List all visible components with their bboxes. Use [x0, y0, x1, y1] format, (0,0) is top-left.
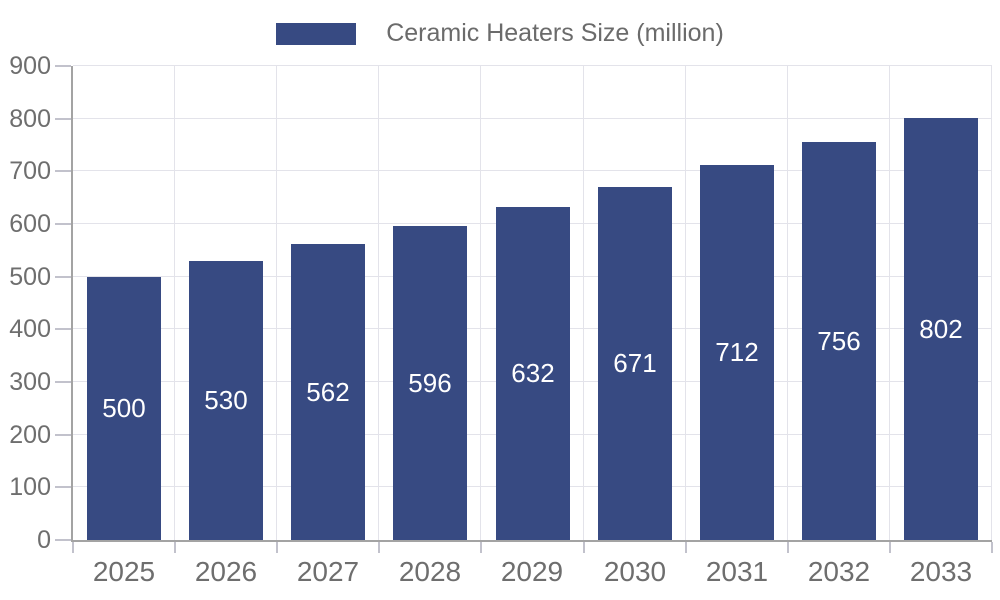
y-tick-mark: [55, 170, 71, 172]
bar-value-label: 530: [204, 385, 248, 415]
x-tick-label: 2026: [194, 556, 258, 587]
x-axis-line: [71, 540, 992, 542]
y-tick-mark: [55, 539, 71, 541]
gridline-horizontal: [73, 170, 992, 171]
x-tick-mark: [378, 542, 380, 553]
y-tick-mark: [55, 381, 71, 383]
gridline-vertical: [276, 66, 277, 540]
legend-swatch: [276, 22, 357, 45]
bar-value-label: 500: [102, 393, 146, 423]
x-tick-mark: [991, 542, 993, 553]
bar-2033: 802: [904, 118, 978, 540]
bar-2025: 500: [87, 277, 161, 540]
y-tick-label: 800: [9, 105, 51, 133]
gridline-vertical: [889, 66, 890, 540]
bar-value-label: 596: [408, 367, 452, 398]
y-tick-label: 400: [9, 315, 51, 343]
y-tick-mark: [55, 65, 71, 67]
x-tick-mark: [583, 542, 585, 553]
y-tick-label: 700: [9, 157, 51, 185]
bar-value-label: 562: [306, 376, 350, 407]
bar-value-label: 671: [613, 348, 657, 378]
bar-2026: 530: [189, 261, 263, 540]
gridline-vertical: [174, 66, 175, 540]
x-tick-label: 2033: [909, 556, 973, 587]
y-tick-mark: [55, 434, 71, 436]
x-tick-label: 2028: [398, 556, 462, 587]
x-tick-mark: [276, 542, 278, 553]
y-axis-line: [71, 66, 73, 542]
bar-value-label: 712: [715, 337, 759, 367]
x-tick-label: 2029: [500, 556, 564, 587]
gridline-vertical: [685, 66, 686, 540]
x-tick-label: 2025: [92, 556, 156, 587]
y-tick-mark: [55, 223, 71, 225]
y-tick-mark: [55, 118, 71, 120]
legend[interactable]: Ceramic Heaters Size (million): [0, 19, 1000, 48]
y-tick-label: 300: [9, 368, 51, 396]
bar-2032: 756: [802, 142, 876, 540]
x-tick-label: 2031: [705, 556, 769, 587]
legend-label: Ceramic Heaters Size (million): [386, 19, 724, 47]
x-tick-mark: [72, 542, 74, 553]
gridline-horizontal: [73, 118, 992, 119]
x-tick-mark: [685, 542, 687, 553]
gridline-vertical: [787, 66, 788, 540]
x-tick-mark: [174, 542, 176, 553]
bar-2028: 596: [393, 226, 467, 540]
gridline-horizontal: [73, 65, 992, 66]
y-tick-mark: [55, 328, 71, 330]
x-tick-label: 2027: [296, 556, 360, 587]
gridline-vertical: [991, 66, 992, 540]
y-tick-label: 0: [37, 526, 51, 554]
gridline-vertical: [583, 66, 584, 540]
bar-value-label: 756: [817, 325, 861, 356]
gridline-vertical: [480, 66, 481, 540]
y-tick-label: 900: [9, 52, 51, 80]
x-tick-mark: [480, 542, 482, 553]
y-tick-label: 100: [9, 473, 51, 501]
x-tick-label: 2032: [807, 556, 871, 587]
bar-2029: 632: [496, 207, 570, 540]
bar-2031: 712: [700, 165, 774, 540]
x-tick-mark: [889, 542, 891, 553]
bar-value-label: 632: [511, 358, 555, 388]
y-tick-label: 200: [9, 421, 51, 449]
x-tick-label: 2030: [603, 556, 667, 587]
y-tick-label: 600: [9, 210, 51, 238]
x-tick-mark: [787, 542, 789, 553]
gridline-vertical: [378, 66, 379, 540]
y-tick-mark: [55, 276, 71, 278]
bar-value-label: 802: [919, 313, 963, 344]
y-tick-label: 500: [9, 263, 51, 291]
y-tick-mark: [55, 486, 71, 488]
bar-2027: 562: [291, 244, 365, 540]
bar-2030: 671: [598, 187, 672, 540]
